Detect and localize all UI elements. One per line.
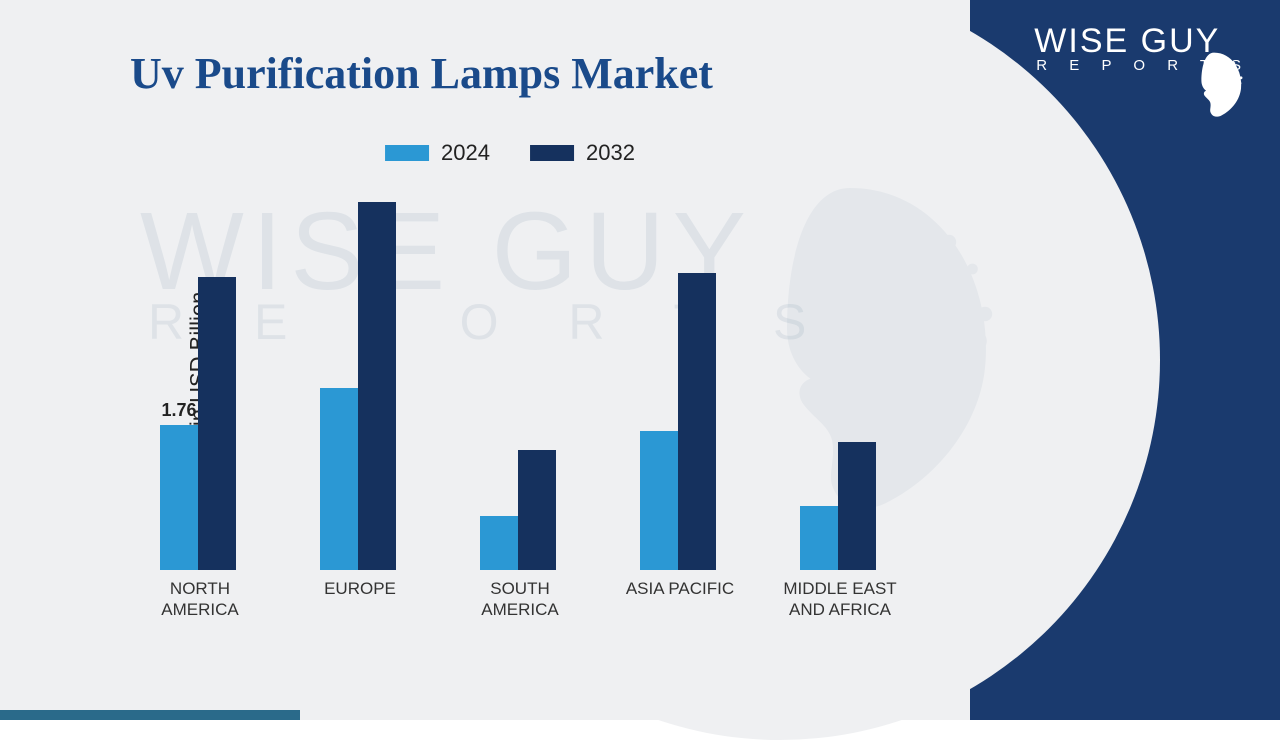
chart-canvas: WISE GUY R E P O R T S WISE GUY R E P O … <box>0 0 1280 720</box>
legend-label-2032: 2032 <box>586 140 635 166</box>
bar-2032 <box>518 450 556 570</box>
category-label: SOUTH AMERICA <box>455 578 585 621</box>
category-label: EUROPE <box>295 578 425 599</box>
plot-area: 1.76NORTH AMERICAEUROPESOUTH AMERICAASIA… <box>140 190 900 570</box>
bar-2024 <box>320 388 358 570</box>
chart-title: Uv Purification Lamps Market <box>130 48 713 99</box>
bar-2024 <box>480 516 518 570</box>
bar-2024: 1.76 <box>160 425 198 570</box>
legend-item-2024: 2024 <box>385 140 490 166</box>
legend: 2024 2032 <box>385 140 635 166</box>
bottom-accent-bar <box>0 710 300 720</box>
bar-2032 <box>198 277 236 570</box>
bar-value-label: 1.76 <box>161 400 196 421</box>
bar-2032 <box>358 202 396 570</box>
legend-swatch-2024 <box>385 145 429 161</box>
logo-head-icon <box>1178 46 1250 124</box>
brand-logo: WISE GUY R E P O R T S <box>1034 22 1250 74</box>
bar-2024 <box>800 506 838 570</box>
category-label: NORTH AMERICA <box>135 578 265 621</box>
category-label: MIDDLE EAST AND AFRICA <box>775 578 905 621</box>
category-label: ASIA PACIFIC <box>615 578 745 599</box>
chart-area: Market Size in USD Billion 2024 2032 1.7… <box>100 140 920 700</box>
bar-2032 <box>838 442 876 570</box>
legend-swatch-2032 <box>530 145 574 161</box>
bar-2032 <box>678 273 716 570</box>
legend-item-2032: 2032 <box>530 140 635 166</box>
bar-2024 <box>640 431 678 570</box>
legend-label-2024: 2024 <box>441 140 490 166</box>
